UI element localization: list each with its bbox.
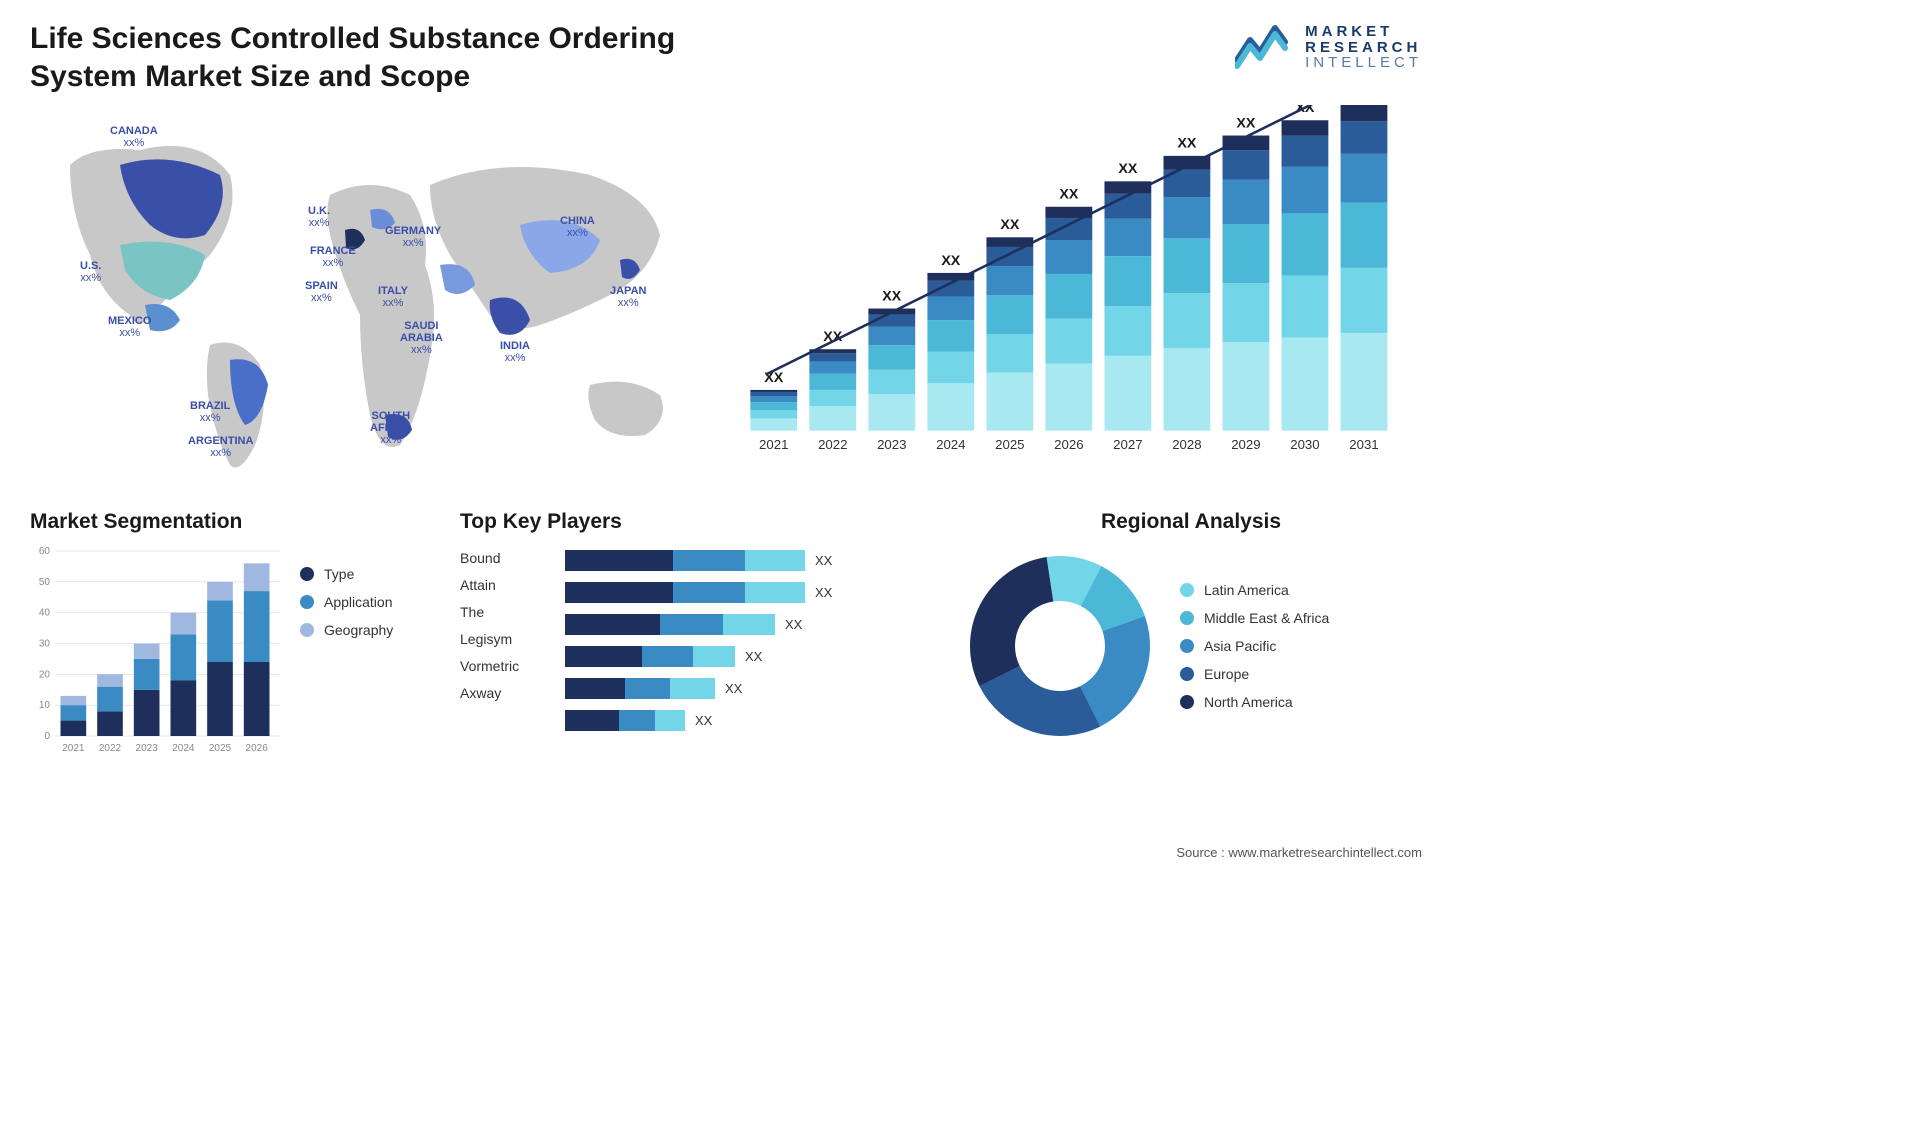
player-value: XX — [815, 585, 832, 600]
legend-item: Latin America — [1180, 582, 1329, 598]
svg-text:2027: 2027 — [1113, 437, 1142, 452]
svg-text:60: 60 — [39, 546, 51, 557]
svg-text:XX: XX — [1000, 217, 1019, 233]
growth-chart-panel: XX 2021 XX 2022 XX 2023 XX 2024 XX 2025 XX 2026 XX 20… — [730, 105, 1422, 485]
player-name: Vormetric — [460, 658, 550, 674]
svg-text:2028: 2028 — [1172, 437, 1201, 452]
country-label: ARGENTINAxx% — [188, 435, 253, 459]
svg-text:XX: XX — [1118, 161, 1137, 177]
source-attribution: Source : www.marketresearchintellect.com — [1176, 845, 1422, 860]
legend-item: Asia Pacific — [1180, 638, 1329, 654]
page-title: Life Sciences Controlled Substance Order… — [30, 20, 770, 95]
players-section: Top Key Players Bound Attain The Legisym Vor… — [460, 510, 930, 756]
country-label: FRANCExx% — [310, 245, 356, 269]
svg-text:2026: 2026 — [246, 743, 269, 754]
players-title: Top Key Players — [460, 510, 930, 534]
player-name: Axway — [460, 685, 550, 701]
svg-text:2031: 2031 — [1349, 437, 1378, 452]
segmentation-legend: Type Application Geography — [300, 546, 393, 756]
player-name: Bound — [460, 550, 550, 566]
country-label: INDIAxx% — [500, 340, 530, 364]
legend-item: Europe — [1180, 666, 1329, 682]
player-value: XX — [815, 553, 832, 568]
player-value: XX — [695, 713, 712, 728]
svg-text:XX: XX — [941, 253, 960, 269]
legend-item: Type — [300, 566, 393, 582]
player-value: XX — [745, 649, 762, 664]
segmentation-chart: 0 10 20 30 40 50 60 2021 2022 2023 2024 2025 2026 — [30, 546, 280, 756]
svg-text:0: 0 — [44, 731, 50, 742]
legend-item: Application — [300, 594, 393, 610]
country-label: CANADAxx% — [110, 125, 158, 149]
segmentation-title: Market Segmentation — [30, 510, 430, 534]
country-label: BRAZILxx% — [190, 400, 230, 424]
players-labels: Bound Attain The Legisym Vormetric Axway — [460, 546, 550, 731]
regional-legend: Latin America Middle East & Africa Asia Pa… — [1180, 582, 1329, 710]
svg-text:2024: 2024 — [172, 743, 195, 754]
header: Life Sciences Controlled Substance Order… — [30, 20, 1422, 95]
svg-text:40: 40 — [39, 608, 51, 619]
player-bar-row: XX — [565, 550, 930, 571]
svg-text:2029: 2029 — [1231, 437, 1260, 452]
svg-text:2025: 2025 — [995, 437, 1024, 452]
logo-mark-icon — [1235, 20, 1295, 75]
svg-text:XX: XX — [1236, 115, 1255, 131]
svg-text:XX: XX — [882, 288, 901, 304]
svg-text:50: 50 — [39, 577, 51, 588]
regional-donut-chart — [960, 546, 1160, 746]
svg-text:2026: 2026 — [1054, 437, 1083, 452]
country-label: U.K.xx% — [308, 205, 330, 229]
player-bar-row: XX — [565, 614, 930, 635]
regional-section: Regional Analysis Latin America Middle Ea… — [960, 510, 1422, 756]
player-bar-row: XX — [565, 710, 930, 731]
player-value: XX — [725, 681, 742, 696]
regional-title: Regional Analysis — [960, 510, 1422, 534]
growth-bar-chart: XX 2021 XX 2022 XX 2023 XX 2024 XX 2025 XX 2026 XX 20… — [730, 105, 1422, 471]
logo-text: MARKET RESEARCH INTELLECT — [1305, 24, 1422, 71]
players-bars: XX XX XX XX XX XX — [565, 546, 930, 731]
country-label: U.S.xx% — [80, 260, 101, 284]
svg-text:2025: 2025 — [209, 743, 232, 754]
svg-text:2023: 2023 — [877, 437, 906, 452]
svg-text:10: 10 — [39, 700, 51, 711]
country-label: MEXICOxx% — [108, 315, 151, 339]
svg-text:XX: XX — [1177, 136, 1196, 152]
top-row: CANADAxx% U.S.xx% MEXICOxx% BRAZILxx% ARGENT… — [30, 105, 1422, 485]
player-name: Attain — [460, 577, 550, 593]
country-label: SOUTHAFRICAxx% — [370, 410, 412, 446]
world-map-panel: CANADAxx% U.S.xx% MEXICOxx% BRAZILxx% ARGENT… — [30, 105, 710, 485]
country-label: SPAINxx% — [305, 280, 338, 304]
legend-item: North America — [1180, 694, 1329, 710]
player-name: The — [460, 604, 550, 620]
legend-item: Middle East & Africa — [1180, 610, 1329, 626]
player-bar-row: XX — [565, 646, 930, 667]
brand-logo: MARKET RESEARCH INTELLECT — [1235, 20, 1422, 75]
svg-text:XX: XX — [764, 370, 783, 386]
svg-text:2023: 2023 — [136, 743, 159, 754]
country-label: CHINAxx% — [560, 215, 595, 239]
svg-text:2022: 2022 — [818, 437, 847, 452]
bottom-row: Market Segmentation 0 10 20 30 40 50 60 2021 202… — [30, 510, 1422, 756]
svg-text:2022: 2022 — [99, 743, 122, 754]
svg-text:2024: 2024 — [936, 437, 965, 452]
svg-text:2021: 2021 — [62, 743, 85, 754]
player-bar-row: XX — [565, 678, 930, 699]
svg-text:20: 20 — [39, 669, 51, 680]
segmentation-section: Market Segmentation 0 10 20 30 40 50 60 2021 202… — [30, 510, 430, 756]
svg-text:30: 30 — [39, 639, 51, 650]
country-label: ITALYxx% — [378, 285, 408, 309]
svg-text:2030: 2030 — [1290, 437, 1319, 452]
player-name: Legisym — [460, 631, 550, 647]
country-label: JAPANxx% — [610, 285, 646, 309]
player-value: XX — [785, 617, 802, 632]
player-bar-row: XX — [565, 582, 930, 603]
legend-item: Geography — [300, 622, 393, 638]
svg-text:2021: 2021 — [759, 437, 788, 452]
country-label: GERMANYxx% — [385, 225, 441, 249]
country-label: SAUDIARABIAxx% — [400, 320, 443, 356]
svg-text:XX: XX — [1059, 187, 1078, 203]
